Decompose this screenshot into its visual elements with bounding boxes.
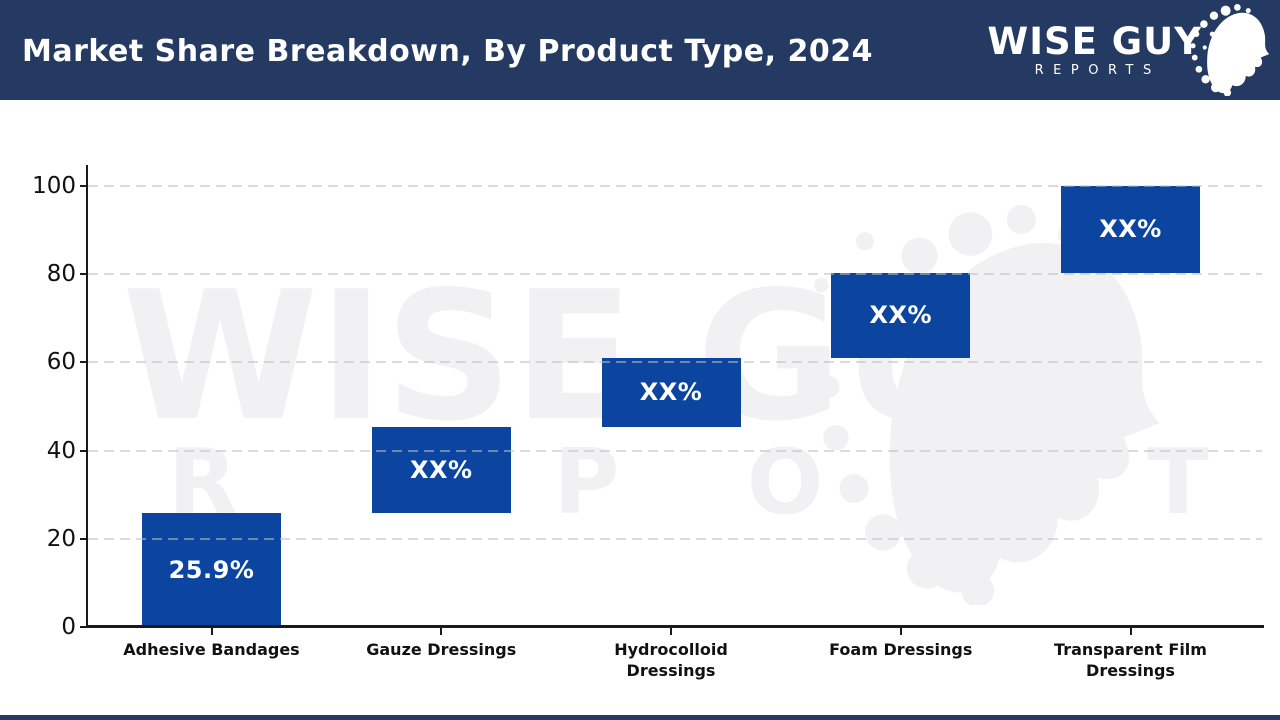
gridline <box>88 273 1262 276</box>
logo-sub-text: REPORTS <box>1034 62 1161 78</box>
gridline <box>88 449 1262 452</box>
y-tick-mark <box>80 626 88 628</box>
x-category-label: Adhesive Bandages <box>123 640 300 659</box>
bar-segment: XX% <box>601 357 741 427</box>
x-tick-mark <box>899 627 902 635</box>
bar-value-label: 25.9% <box>168 555 255 584</box>
bar-segment: XX% <box>831 272 971 358</box>
y-tick-label: 0 <box>61 614 76 640</box>
y-tick-mark <box>80 537 88 540</box>
x-axis-line <box>86 625 1264 628</box>
x-tick-mark <box>440 627 443 635</box>
x-category-label: Transparent Film Dressings <box>1054 640 1207 680</box>
x-category-label: Gauze Dressings <box>366 640 517 659</box>
footer-accent-strip <box>0 715 1280 720</box>
y-tick-mark <box>80 185 88 187</box>
bar-value-label: XX% <box>409 455 473 484</box>
bar-segment: XX% <box>371 426 511 513</box>
bar-value-label: XX% <box>1099 215 1162 244</box>
page-title: Market Share Breakdown, By Product Type,… <box>22 34 873 69</box>
y-tick-label: 60 <box>46 349 76 376</box>
bar-value-label: XX% <box>869 301 933 330</box>
x-tick-mark <box>210 627 213 635</box>
bar-segment: XX% <box>1061 186 1200 273</box>
logo-brand-text: WISE GUY <box>987 19 1202 63</box>
header-bar: Market Share Breakdown, By Product Type,… <box>0 0 1280 100</box>
x-tick-mark <box>1129 627 1132 635</box>
bar-segment: 25.9% <box>142 512 281 627</box>
gridline <box>88 185 1262 187</box>
y-axis-line <box>86 165 88 628</box>
head-profile-icon <box>1190 4 1270 96</box>
gridline <box>88 361 1262 364</box>
y-tick-label: 40 <box>46 437 76 464</box>
y-tick-label: 80 <box>46 261 76 288</box>
y-tick-label: 100 <box>32 173 76 199</box>
gridline <box>88 537 1262 540</box>
y-tick-mark <box>80 361 88 364</box>
y-tick-label: 20 <box>46 525 76 552</box>
x-category-label: Foam Dressings <box>829 640 973 659</box>
y-tick-mark <box>80 449 88 452</box>
x-tick-mark <box>670 627 672 635</box>
wise-guy-logo: WISE GUY REPORTS <box>987 4 1272 96</box>
bar-value-label: XX% <box>639 378 703 407</box>
y-tick-mark <box>80 273 88 276</box>
x-category-label: Hydrocolloid Dressings <box>614 640 728 680</box>
